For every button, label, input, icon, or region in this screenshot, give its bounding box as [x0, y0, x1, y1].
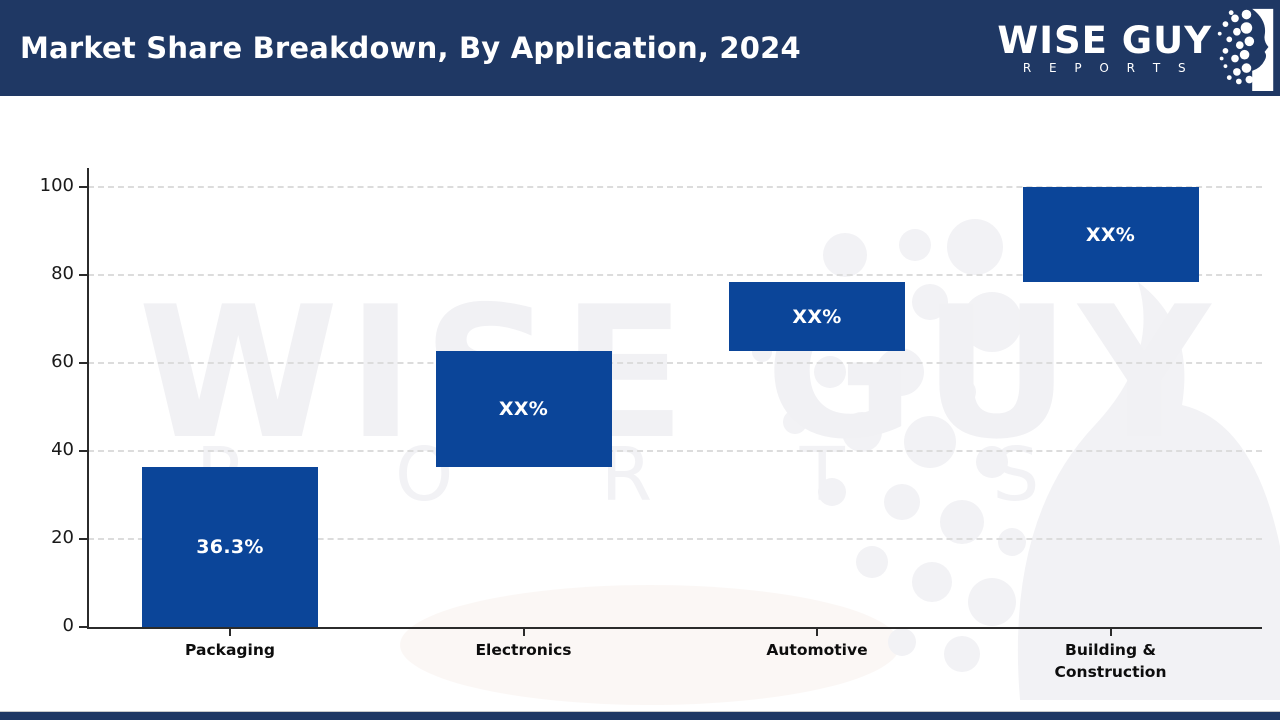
- page-title: Market Share Breakdown, By Application, …: [20, 31, 801, 65]
- x-axis-category-label: Building & Construction: [1054, 641, 1167, 681]
- x-axis-category-label: Automotive: [766, 641, 868, 659]
- gridline-20: [88, 538, 1262, 540]
- footer-bar: [0, 712, 1280, 720]
- bar-value-label: XX%: [498, 397, 549, 420]
- footer-divider: [0, 711, 1280, 712]
- x-axis-tick-mark: [229, 629, 231, 636]
- y-axis-tick-label: 60: [51, 351, 74, 372]
- y-axis-tick-mark: [79, 538, 88, 540]
- gridline-40: [88, 450, 1262, 452]
- gridline-100: [88, 186, 1262, 188]
- y-axis-tick-mark: [79, 450, 88, 452]
- bar-electronics: XX%: [435, 350, 612, 468]
- y-axis-tick-mark: [79, 274, 88, 276]
- x-axis-category-label: Electronics: [475, 641, 572, 659]
- logo-subtitle: R E P O R T S: [1022, 61, 1193, 75]
- bar-value-label: XX%: [792, 305, 842, 328]
- bar-automotive: XX%: [729, 282, 905, 351]
- header-bar: Market Share Breakdown, By Application, …: [0, 0, 1280, 96]
- y-axis-tick-label: 80: [51, 263, 74, 284]
- y-axis-tick-mark: [79, 626, 88, 628]
- bar-building-construction: XX%: [1022, 187, 1199, 283]
- y-axis-tick-label: 20: [51, 527, 74, 548]
- x-axis-tick-mark: [522, 629, 525, 636]
- bar-packaging: 36.3%: [142, 467, 318, 627]
- gridline-60: [88, 362, 1262, 364]
- y-axis-tick-mark: [79, 186, 88, 188]
- logo-face-icon: [1217, 8, 1274, 91]
- bar-value-label: XX%: [1085, 223, 1136, 246]
- y-axis-tick-label: 100: [39, 175, 74, 196]
- y-axis-tick-mark: [79, 362, 88, 364]
- x-axis-line: [87, 627, 1262, 629]
- logo-wordmark: WISE GUY: [997, 19, 1212, 62]
- x-axis-category-label: Packaging: [185, 641, 275, 659]
- x-axis-tick-mark: [1109, 629, 1112, 636]
- gridline-80: [88, 274, 1262, 276]
- x-axis-tick-mark: [816, 629, 818, 636]
- logo-text: WISE GUY R E P O R T S: [997, 22, 1212, 74]
- y-axis-line: [87, 168, 89, 629]
- y-axis-tick-label: 0: [62, 615, 74, 636]
- y-axis-tick-label: 40: [51, 439, 74, 460]
- bar-value-label: 36.3%: [196, 536, 264, 559]
- wise-guy-reports-logo: WISE GUY R E P O R T S: [997, 5, 1274, 91]
